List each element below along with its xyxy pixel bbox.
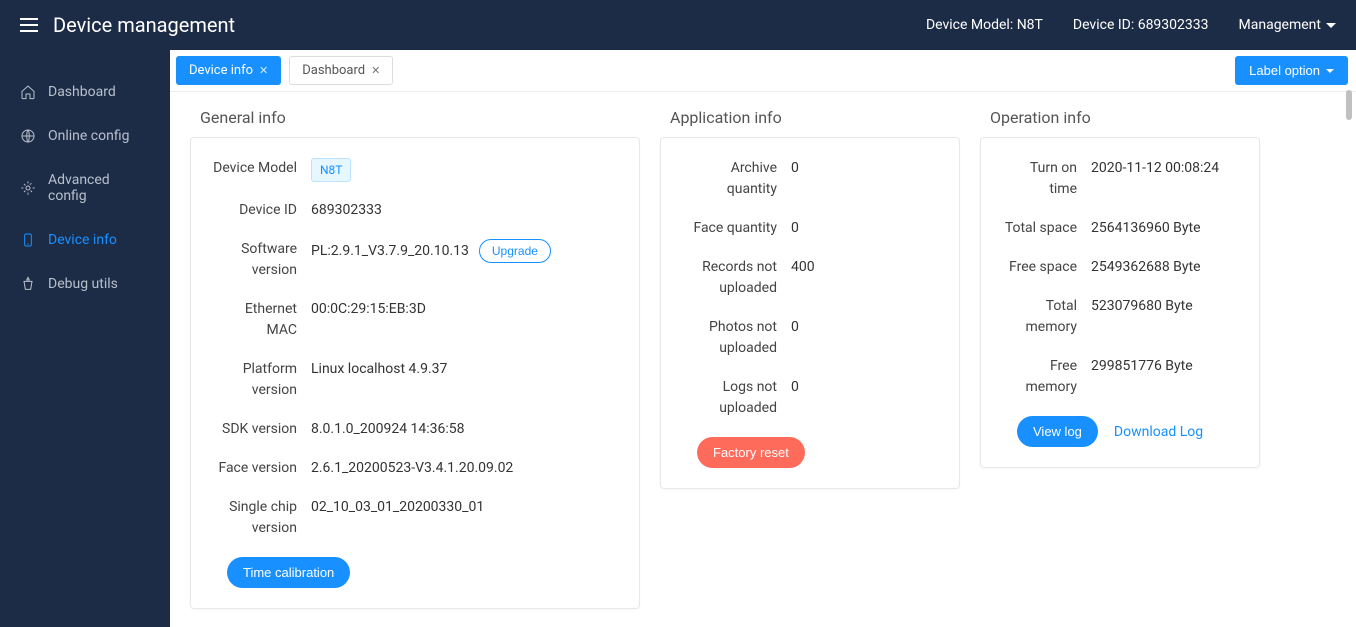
label-turnon: Turn on time (1001, 158, 1091, 200)
layout: Dashboard Online config Advanced config … (0, 50, 1356, 627)
label-platform: Platform version (211, 359, 311, 401)
value-records: 400 (791, 257, 939, 278)
label-free-mem: Free memory (1001, 356, 1091, 398)
label-chip: Single chip version (211, 497, 311, 539)
panel-application: Application info Archive quantity0 Face … (660, 108, 960, 611)
label-logs: Logs not uploaded (681, 377, 791, 419)
app-title: Device management (53, 13, 235, 37)
label-records: Records not uploaded (681, 257, 791, 299)
tab-dashboard[interactable]: Dashboard ✕ (289, 56, 393, 85)
download-log-link[interactable]: Download Log (1114, 424, 1203, 440)
value-archive: 0 (791, 158, 939, 179)
label-device-id: Device ID (211, 200, 311, 221)
value-sdk: 8.0.1.0_200924 14:36:58 (311, 419, 619, 440)
topbar-right: Device Model: N8T Device ID: 689302333 M… (926, 17, 1336, 33)
sidebar-item-debug-utils[interactable]: Debug utils (0, 262, 170, 306)
label-archive: Archive quantity (681, 158, 791, 200)
topbar-left: Device management (20, 13, 235, 37)
close-icon[interactable]: ✕ (371, 64, 380, 77)
time-calibration-button[interactable]: Time calibration (227, 557, 350, 588)
label-free-space: Free space (1001, 257, 1091, 278)
value-logs: 0 (791, 377, 939, 398)
panel-title-operation: Operation info (980, 108, 1260, 137)
panel-general-body: Device ModelN8T Device ID689302333 Softw… (190, 137, 640, 609)
header-device-model: Device Model: N8T (926, 17, 1043, 33)
value-platform: Linux localhost 4.9.37 (311, 359, 619, 380)
factory-reset-button[interactable]: Factory reset (697, 437, 805, 468)
device-icon (20, 232, 36, 248)
panel-title-application: Application info (660, 108, 960, 137)
close-icon[interactable]: ✕ (259, 64, 268, 77)
caret-down-icon (1326, 69, 1334, 73)
value-total-space: 2564136960 Byte (1091, 218, 1239, 239)
sidebar-item-device-info[interactable]: Device info (0, 218, 170, 262)
value-total-mem: 523079680 Byte (1091, 296, 1239, 317)
panel-operation-body: Turn on time2020-11-12 00:08:24 Total sp… (980, 137, 1260, 468)
sidebar: Dashboard Online config Advanced config … (0, 50, 170, 627)
tabs-row: Device info ✕ Dashboard ✕ Label option (170, 50, 1356, 92)
panel-title-general: General info (190, 108, 640, 137)
panel-application-body: Archive quantity0 Face quantity0 Records… (660, 137, 960, 489)
value-face: 2.6.1_20200523-V3.4.1.20.09.02 (311, 458, 619, 479)
value-chip: 02_10_03_01_20200330_01 (311, 497, 619, 518)
label-sdk: SDK version (211, 419, 311, 440)
menu-toggle-icon[interactable] (20, 18, 38, 32)
value-device-model: N8T (311, 158, 351, 182)
label-total-space: Total space (1001, 218, 1091, 239)
header-device-id: Device ID: 689302333 (1073, 17, 1209, 33)
tabs-right: Label option (1235, 51, 1356, 90)
home-icon (20, 84, 36, 100)
tab-device-info[interactable]: Device info ✕ (176, 56, 281, 85)
value-photos: 0 (791, 317, 939, 338)
value-free-mem: 299851776 Byte (1091, 356, 1239, 377)
upgrade-button[interactable]: Upgrade (479, 239, 551, 263)
globe-icon (20, 128, 36, 144)
panel-general: General info Device ModelN8T Device ID68… (190, 108, 640, 611)
tab-label: Dashboard (302, 63, 365, 78)
sidebar-item-label: Online config (48, 128, 129, 144)
sidebar-item-label: Debug utils (48, 276, 118, 292)
view-log-button[interactable]: View log (1017, 416, 1098, 447)
scrollbar[interactable] (1346, 90, 1354, 625)
label-mac: Ethernet MAC (211, 299, 311, 341)
sidebar-item-advanced-config[interactable]: Advanced config (0, 158, 170, 218)
sidebar-item-online-config[interactable]: Online config (0, 114, 170, 158)
tabs-left: Device info ✕ Dashboard ✕ (170, 50, 397, 91)
label-option-button[interactable]: Label option (1235, 56, 1348, 85)
management-label: Management (1239, 17, 1321, 33)
sidebar-item-label: Advanced config (48, 172, 150, 204)
label-device-model: Device Model (211, 158, 311, 179)
label-face-qty: Face quantity (681, 218, 791, 239)
label-face: Face version (211, 458, 311, 479)
sidebar-item-label: Device info (48, 232, 117, 248)
label-option-text: Label option (1249, 63, 1320, 78)
content: Device info ✕ Dashboard ✕ Label option G… (170, 50, 1356, 627)
value-turnon: 2020-11-12 00:08:24 (1091, 158, 1239, 179)
scrollbar-thumb[interactable] (1346, 90, 1352, 120)
management-dropdown[interactable]: Management (1239, 17, 1336, 33)
value-mac: 00:0C:29:15:EB:3D (311, 299, 619, 320)
value-software: PL:2.9.1_V3.7.9_20.10.13 (311, 241, 469, 262)
value-face-qty: 0 (791, 218, 939, 239)
value-device-id: 689302333 (311, 200, 619, 221)
tab-label: Device info (189, 63, 253, 78)
label-software: Software version (211, 239, 311, 281)
gear-icon (20, 180, 36, 196)
label-photos: Photos not uploaded (681, 317, 791, 359)
value-free-space: 2549362688 Byte (1091, 257, 1239, 278)
caret-down-icon (1326, 23, 1336, 28)
label-total-mem: Total memory (1001, 296, 1091, 338)
topbar: Device management Device Model: N8T Devi… (0, 0, 1356, 50)
sidebar-item-label: Dashboard (48, 84, 116, 100)
panel-operation: Operation info Turn on time2020-11-12 00… (980, 108, 1260, 611)
sidebar-item-dashboard[interactable]: Dashboard (0, 70, 170, 114)
debug-icon (20, 276, 36, 292)
panels: General info Device ModelN8T Device ID68… (170, 92, 1356, 627)
